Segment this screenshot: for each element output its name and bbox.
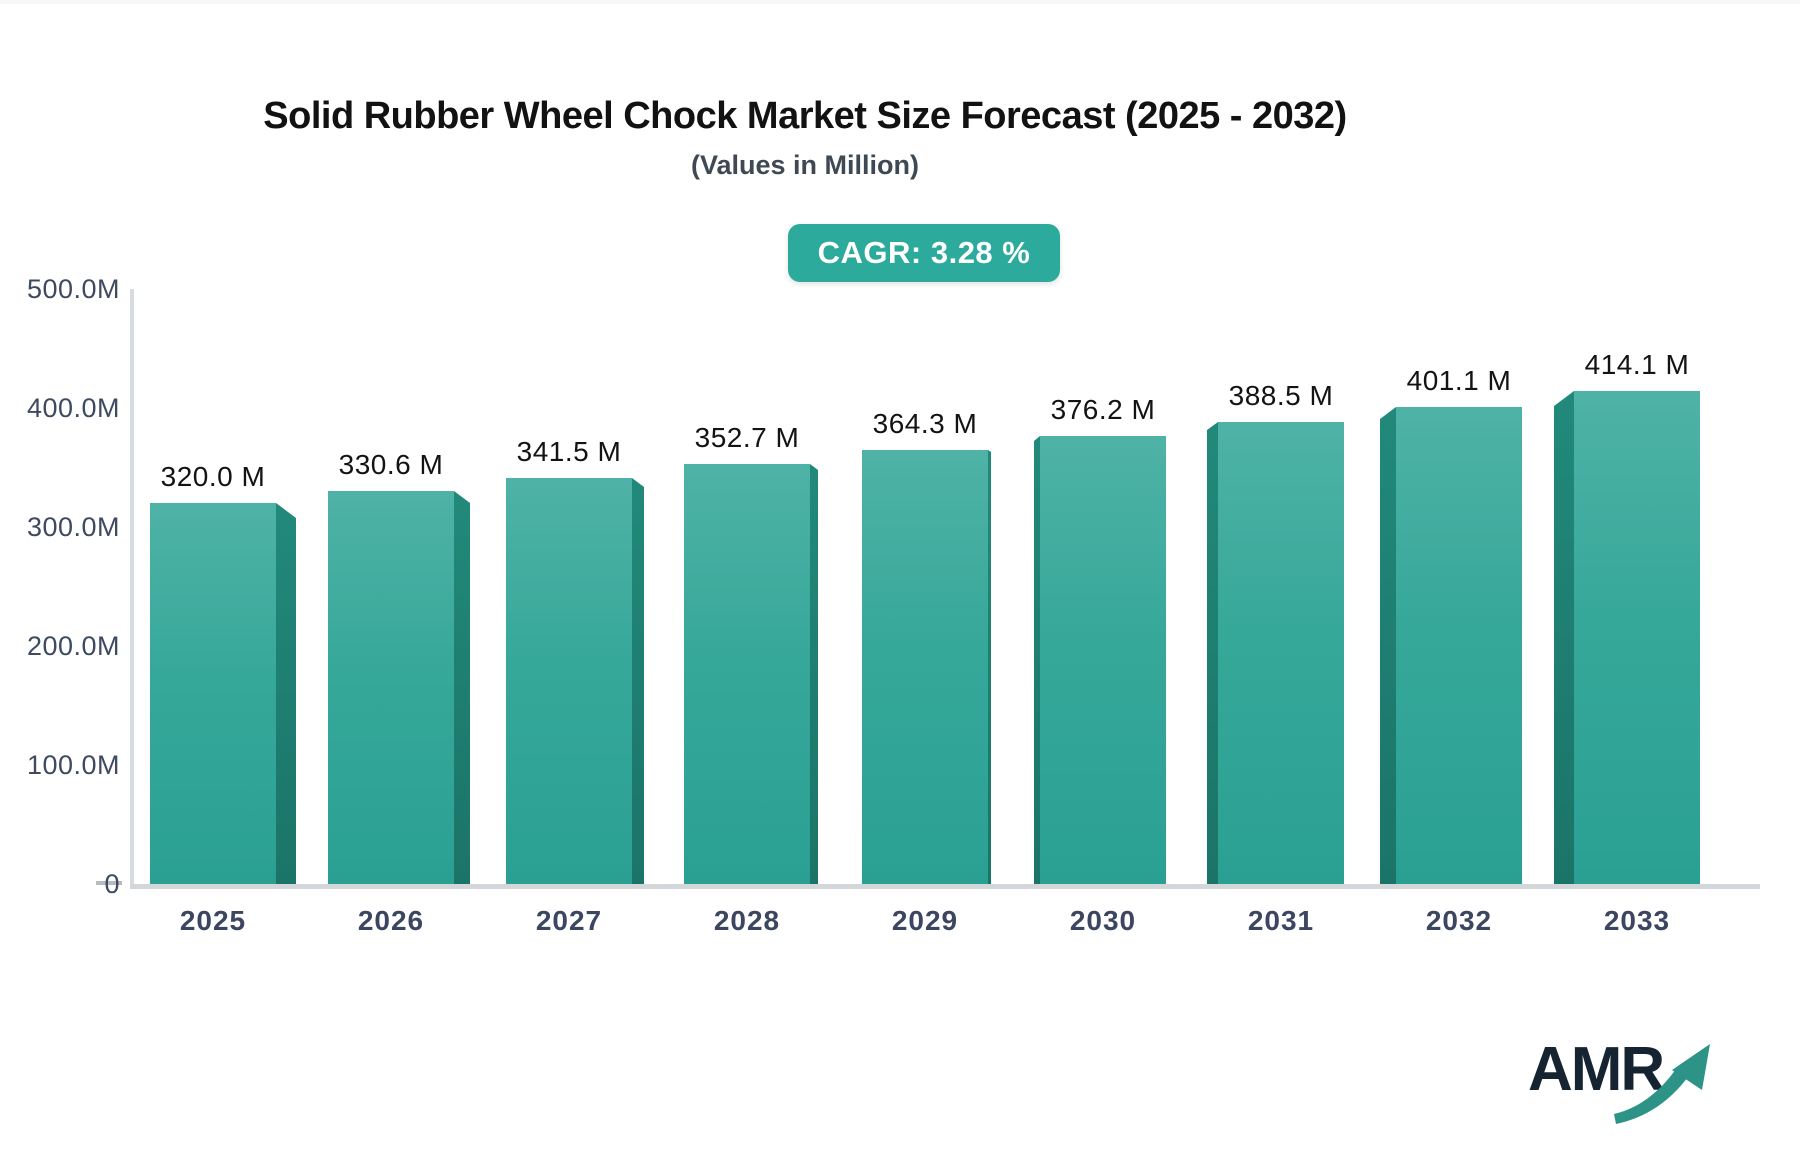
top-edge-strip xyxy=(0,0,1800,4)
bar-value-label: 388.5 M xyxy=(1228,380,1334,411)
bar-2029 xyxy=(862,450,988,884)
y-tick-label: 500.0M xyxy=(26,274,120,304)
x-tick-label-2031: 2031 xyxy=(1247,905,1315,936)
bar-value-label: 320.0 M xyxy=(160,461,266,492)
bar-value-label: 401.1 M xyxy=(1406,365,1512,396)
bar-value-label: 330.6 M xyxy=(338,449,444,480)
bar-2028 xyxy=(684,464,810,884)
x-tick-label-2033: 2033 xyxy=(1603,905,1671,936)
bar-value-label: 376.2 M xyxy=(1050,394,1156,425)
cagr-badge-label: CAGR: 3.28 % xyxy=(817,235,1031,270)
bar-2032 xyxy=(1396,407,1522,884)
bar-3d-side xyxy=(1034,436,1040,884)
x-tick-label-2029: 2029 xyxy=(891,905,959,936)
y-tick-label: 100.0M xyxy=(26,750,120,780)
x-tick-label-2030: 2030 xyxy=(1069,905,1137,936)
bar-value-label: 341.5 M xyxy=(516,436,622,467)
amr-logo: AMR xyxy=(1528,1034,1728,1134)
x-tick-label-2027: 2027 xyxy=(535,905,603,936)
x-tick-label-2028: 2028 xyxy=(713,905,781,936)
bar-2027 xyxy=(506,478,632,884)
zero-tick-mark xyxy=(96,881,122,885)
chart-subtitle: (Values in Million) xyxy=(690,150,920,180)
y-tick-label: 400.0M xyxy=(26,393,120,423)
x-tick-label-2032: 2032 xyxy=(1425,905,1493,936)
bar-3d-side xyxy=(988,450,991,884)
bar-value-label: 352.7 M xyxy=(694,422,800,453)
bar-3d-side xyxy=(1554,391,1574,884)
bar-3d-side xyxy=(1380,407,1396,884)
bar-2031 xyxy=(1218,422,1344,884)
y-tick-label: 300.0M xyxy=(26,512,120,542)
cagr-badge: CAGR: 3.28 % xyxy=(788,224,1060,282)
x-axis-baseline xyxy=(130,884,1760,889)
bar-value-label: 414.1 M xyxy=(1584,349,1690,380)
x-tick-label-2026: 2026 xyxy=(357,905,425,936)
y-tick-label: 0 xyxy=(104,869,120,899)
bar-3d-side xyxy=(454,491,470,884)
bar-3d-side xyxy=(810,464,818,884)
bar-value-label: 364.3 M xyxy=(872,408,978,439)
bar-3d-side xyxy=(1207,422,1218,884)
bar-2025 xyxy=(150,503,276,884)
bar-3d-side xyxy=(276,503,296,884)
amr-logo-text: AMR xyxy=(1528,1035,1665,1104)
y-axis-line xyxy=(130,289,134,884)
growth-arrow-icon xyxy=(1614,1044,1710,1124)
x-tick-label-2025: 2025 xyxy=(179,905,247,936)
bar-2033 xyxy=(1574,391,1700,884)
y-tick-label: 200.0M xyxy=(26,631,120,661)
chart-title: Solid Rubber Wheel Chock Market Size For… xyxy=(263,95,1347,137)
bar-2030 xyxy=(1040,436,1166,884)
bar-3d-side xyxy=(632,478,644,884)
bar-2026 xyxy=(328,491,454,884)
